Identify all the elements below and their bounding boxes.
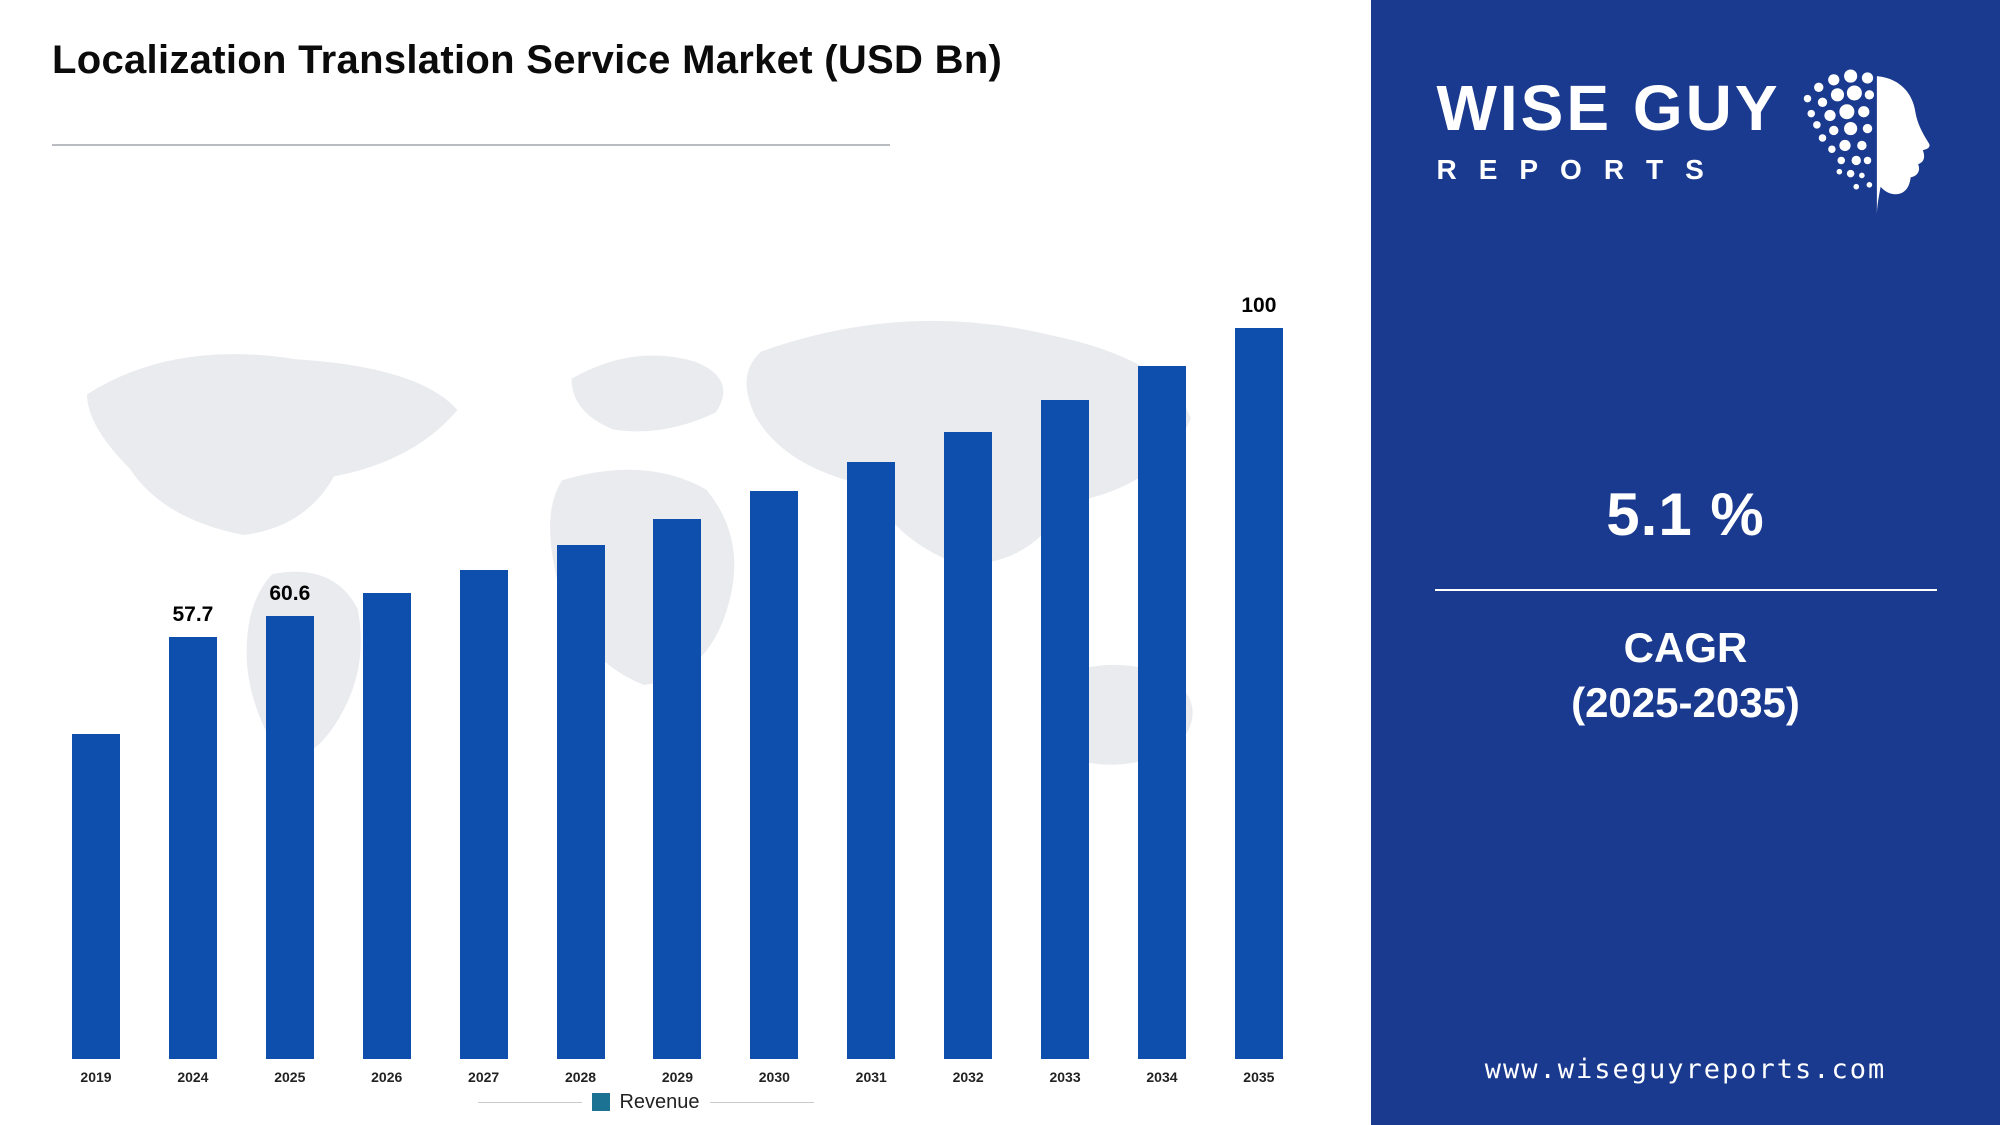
x-axis-tick-label: 2029: [661, 1069, 694, 1085]
bar-group: 2030: [750, 457, 799, 1085]
x-axis-tick-label: 2027: [468, 1069, 500, 1085]
revenue-bar-2031: [847, 461, 896, 1059]
legend: Revenue: [478, 1085, 814, 1119]
bar-group: 2028: [556, 511, 605, 1085]
chart-section: Localization Translation Service Market …: [52, 38, 1283, 1119]
x-axis-tick-label: 2019: [80, 1069, 112, 1085]
x-axis-tick-label: 2026: [371, 1069, 403, 1085]
bar-chart: 2019 57.7 2024 60.6 2025 2026 2027 2028 2029 2030…: [72, 294, 1283, 1085]
legend-label: Revenue: [619, 1090, 700, 1113]
x-axis-tick-label: 2031: [855, 1069, 887, 1085]
revenue-bar-2032: [944, 431, 993, 1059]
dotted-head-icon: [1803, 69, 1930, 216]
revenue-bar-2034: [1137, 366, 1186, 1059]
x-axis-tick-label: 2033: [1049, 1069, 1081, 1085]
revenue-bar-2027: [459, 569, 508, 1059]
website-link[interactable]: www.wiseguyreports.com: [1484, 1054, 1887, 1085]
stat-divider-line: [1434, 589, 1937, 591]
x-axis-tick-label: 2025: [274, 1069, 306, 1085]
bar-group: 2019: [72, 700, 120, 1085]
bar-group: 2032: [944, 398, 993, 1085]
bar-group: 100 2035: [1234, 294, 1283, 1085]
x-axis-tick-label: 2032: [952, 1069, 984, 1085]
revenue-bar-2028: [556, 545, 605, 1059]
bar-group: 2034: [1137, 332, 1186, 1085]
cagr-period: (2025-2035): [1571, 678, 1800, 726]
revenue-bar-2025: [265, 616, 314, 1059]
revenue-bar-2026: [362, 593, 411, 1059]
bar-value-label: 57.7: [172, 603, 214, 627]
bar-group: 57.7 2024: [168, 603, 217, 1085]
revenue-bar-2024: [168, 637, 217, 1059]
revenue-bar-2030: [750, 491, 799, 1059]
revenue-bar-2033: [1041, 399, 1090, 1059]
x-axis-tick-label: 2034: [1146, 1069, 1178, 1085]
legend-swatch-revenue: [592, 1093, 611, 1111]
title-underline: [52, 144, 890, 146]
cagr-value: 5.1 %: [1606, 481, 1765, 548]
bar-group: 2027: [459, 536, 508, 1085]
revenue-bar-2029: [653, 518, 702, 1059]
sidebar: WISE GUY REPORTS: [1371, 0, 2000, 1125]
revenue-bar-2035: [1234, 328, 1283, 1059]
bar-value-label: 60.6: [269, 582, 311, 606]
x-axis-tick-label: 2028: [564, 1069, 597, 1085]
x-axis-tick-label: 2030: [758, 1069, 790, 1085]
logo-text-reports: REPORTS: [1436, 154, 1726, 185]
wise-guy-reports-logo: WISE GUY REPORTS: [1436, 69, 1934, 242]
bar-group: 2026: [362, 559, 411, 1085]
cagr-stat: 5.1 % CAGR (2025-2035): [1434, 480, 1937, 730]
bar-group: 2029: [653, 485, 702, 1085]
revenue-bar-2019: [72, 733, 120, 1059]
cagr-label: CAGR: [1623, 624, 1748, 671]
bar-group: 60.6 2025: [265, 582, 314, 1085]
logo-text-wise-guy: WISE GUY: [1436, 72, 1781, 144]
bar-group: 2033: [1041, 366, 1090, 1085]
x-axis-tick-label: 2035: [1243, 1069, 1275, 1085]
page-title: Localization Translation Service Market …: [52, 38, 1003, 82]
bar-value-label: 100: [1241, 294, 1277, 317]
bar-group: 2031: [847, 428, 896, 1085]
x-axis-tick-label: 2024: [177, 1069, 209, 1085]
